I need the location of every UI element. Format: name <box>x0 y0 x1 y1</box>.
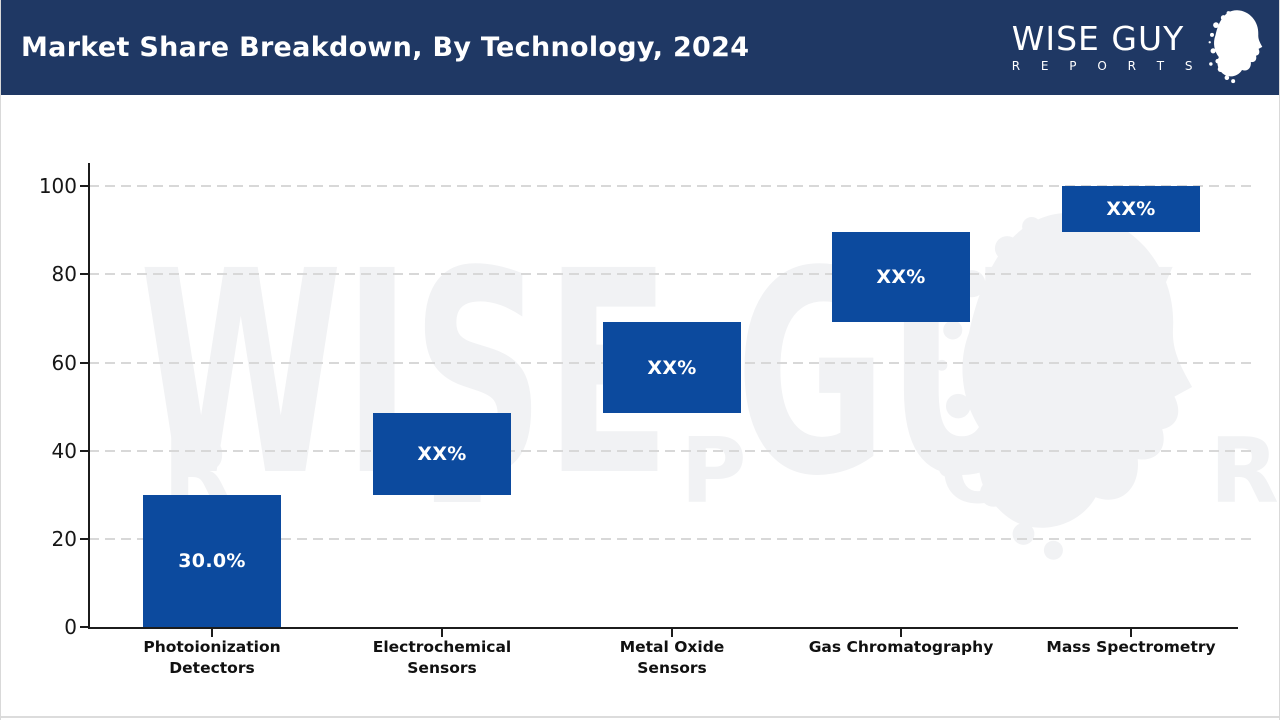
bar-value-label: XX% <box>647 356 697 379</box>
x-tick-mark <box>1130 629 1132 637</box>
y-tick-label: 40 <box>51 438 77 463</box>
y-tick-mark <box>80 537 88 540</box>
x-tick-mark <box>211 629 213 637</box>
bar-value-label: XX% <box>1106 197 1156 220</box>
bar-segment: XX% <box>1062 186 1200 232</box>
page-bottom-rule <box>1 716 1279 718</box>
chart-title: Market Share Breakdown, By Technology, 2… <box>21 32 750 63</box>
x-axis <box>88 627 1238 629</box>
y-tick-label: 20 <box>51 526 77 551</box>
y-axis <box>88 163 90 629</box>
bar-segment: XX% <box>373 413 511 495</box>
y-tick-mark <box>80 449 88 452</box>
brand-wordmark: WISE GUY <box>1011 19 1185 58</box>
y-tick-mark <box>80 626 88 628</box>
brand-logo-text: WISE GUY R E P O R T S <box>1011 19 1201 74</box>
bar-segment: XX% <box>603 322 741 414</box>
bar-value-label: 30.0% <box>178 549 246 572</box>
x-tick-mark <box>441 629 443 637</box>
bar-value-label: XX% <box>876 265 926 288</box>
brand-head-icon <box>1208 9 1263 83</box>
y-tick-mark <box>80 273 88 276</box>
watermark-head-icon <box>936 212 1193 560</box>
x-tick-label: Photoionization Detectors <box>143 638 281 678</box>
bar-segment: XX% <box>832 231 970 323</box>
h-gridline <box>89 273 1254 276</box>
x-tick-label: Electrochemical Sensors <box>372 638 512 678</box>
y-tick-mark <box>80 185 88 188</box>
bar-value-label: XX% <box>417 443 467 465</box>
brand-reports-text: R E P O R T S <box>1011 59 1201 73</box>
y-tick-label: 80 <box>51 262 77 287</box>
x-tick-label: Metal Oxide Sensors <box>619 638 725 678</box>
h-gridline <box>89 449 1254 452</box>
y-tick-label: 0 <box>64 615 77 639</box>
header-bar: Market Share Breakdown, By Technology, 2… <box>1 0 1279 95</box>
h-gridline <box>89 185 1254 188</box>
x-tick-mark <box>671 629 673 637</box>
h-gridline <box>89 537 1254 540</box>
x-tick-label: Mass Spectrometry <box>1046 638 1216 656</box>
bar-segment: 30.0% <box>143 494 281 627</box>
y-tick-mark <box>80 361 88 364</box>
y-tick-label: 100 <box>38 174 77 199</box>
brand-logo: WISE GUY R E P O R T S <box>1012 8 1267 88</box>
x-tick-label: Gas Chromatography <box>808 638 994 656</box>
x-tick-mark <box>900 629 902 637</box>
y-tick-label: 60 <box>51 350 77 375</box>
